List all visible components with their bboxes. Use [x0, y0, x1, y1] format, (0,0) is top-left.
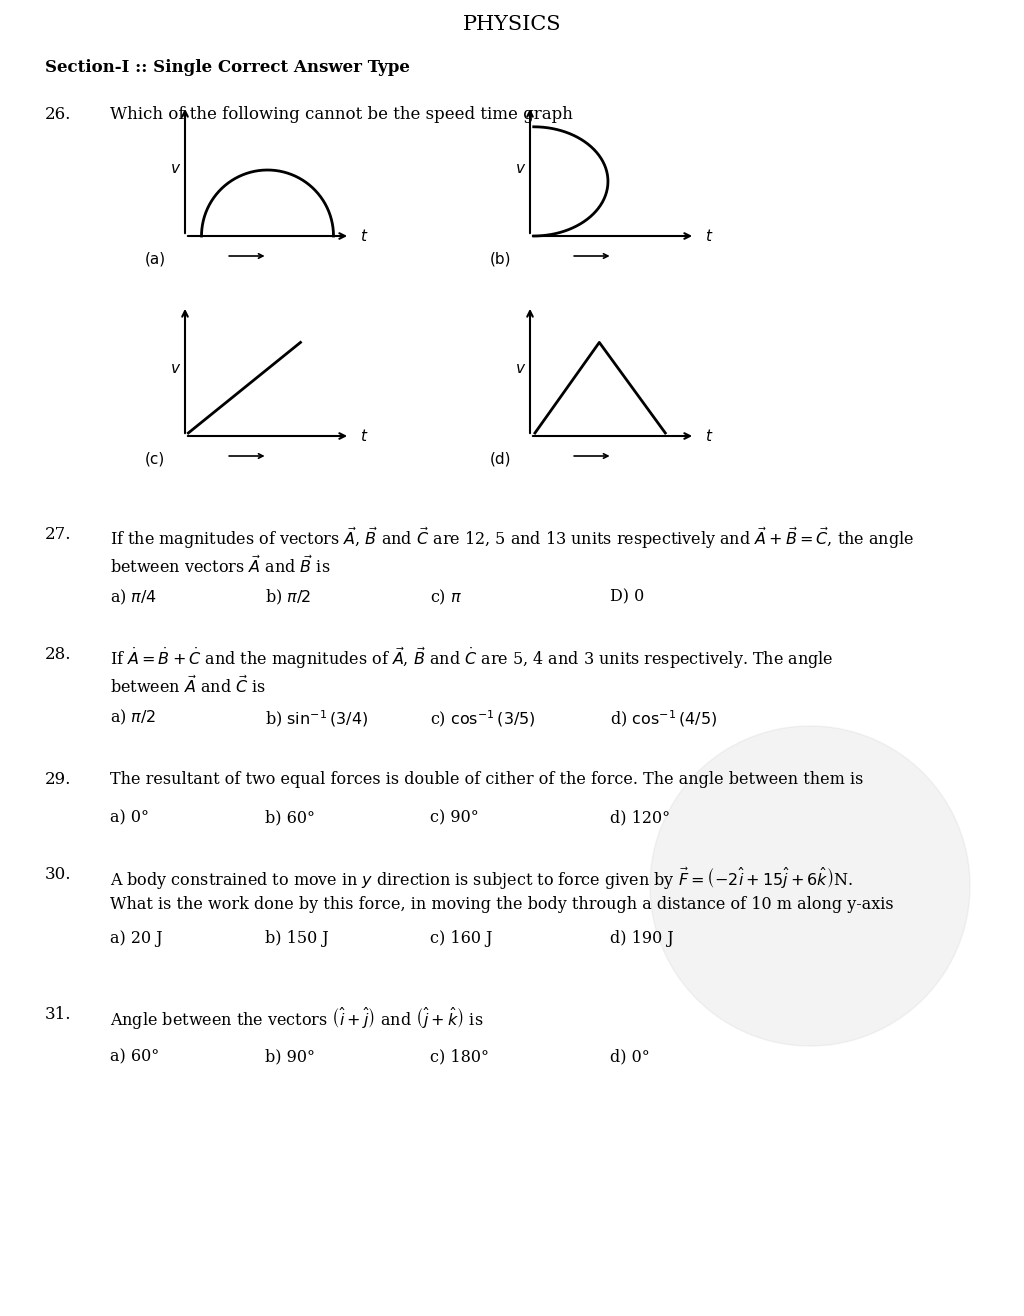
Text: between vectors $\vec{A}$ and $\vec{B}$ is: between vectors $\vec{A}$ and $\vec{B}$ … — [110, 555, 331, 578]
Text: (d): (d) — [490, 451, 512, 466]
Text: b) 150 J: b) 150 J — [265, 930, 329, 948]
Text: What is the work done by this force, in moving the body through a distance of 10: What is the work done by this force, in … — [110, 896, 894, 913]
Text: 30.: 30. — [45, 866, 72, 883]
Text: a) $\pi/4$: a) $\pi/4$ — [110, 588, 157, 607]
Text: b) 60°: b) 60° — [265, 809, 315, 826]
Text: b) 90°: b) 90° — [265, 1048, 315, 1065]
Text: 29.: 29. — [45, 771, 72, 788]
Circle shape — [650, 726, 970, 1046]
Text: A body constrained to move in $y$ direction is subject to force given by $\vec{F: A body constrained to move in $y$ direct… — [110, 866, 853, 892]
Text: $t$: $t$ — [360, 228, 369, 243]
Text: d) 0°: d) 0° — [610, 1048, 650, 1065]
Text: b) $\pi/2$: b) $\pi/2$ — [265, 588, 311, 607]
Text: The resultant of two equal forces is double of cither of the force. The angle be: The resultant of two equal forces is dou… — [110, 771, 863, 788]
Text: 26.: 26. — [45, 107, 72, 122]
Text: d) 190 J: d) 190 J — [610, 930, 674, 948]
Text: 27.: 27. — [45, 526, 72, 544]
Text: If $\dot{A}=\dot{B}+\dot{C}$ and the magnitudes of $\vec{A}$, $\vec{B}$ and $\do: If $\dot{A}=\dot{B}+\dot{C}$ and the mag… — [110, 646, 834, 671]
Text: a) 60°: a) 60° — [110, 1048, 160, 1065]
Text: $v$: $v$ — [515, 361, 526, 376]
Text: $t$: $t$ — [705, 228, 714, 243]
Text: (a): (a) — [145, 251, 166, 266]
Text: If the magnitudes of vectors $\vec{A}$, $\vec{B}$ and $\vec{C}$ are 12, 5 and 13: If the magnitudes of vectors $\vec{A}$, … — [110, 526, 914, 551]
Text: between $\vec{A}$ and $\vec{C}$ is: between $\vec{A}$ and $\vec{C}$ is — [110, 676, 266, 697]
Text: Section-I :: Single Correct Answer Type: Section-I :: Single Correct Answer Type — [45, 59, 410, 76]
Text: 31.: 31. — [45, 1005, 72, 1023]
Text: $v$: $v$ — [170, 161, 181, 176]
Text: d) 120°: d) 120° — [610, 809, 670, 826]
Text: c) $\cos^{-1}(3/5)$: c) $\cos^{-1}(3/5)$ — [430, 708, 536, 729]
Text: c) 180°: c) 180° — [430, 1048, 489, 1065]
Text: (b): (b) — [490, 251, 512, 266]
Text: $t$: $t$ — [705, 428, 714, 443]
Text: 28.: 28. — [45, 646, 72, 663]
Text: $t$: $t$ — [360, 428, 369, 443]
Text: a) $\pi/2$: a) $\pi/2$ — [110, 708, 156, 728]
Text: a) 20 J: a) 20 J — [110, 930, 163, 948]
Text: Angle between the vectors $\left(\hat{i}+\hat{j}\right)$ and $\left(\hat{j}+\hat: Angle between the vectors $\left(\hat{i}… — [110, 1005, 483, 1032]
Text: Which of the following cannot be the speed time graph: Which of the following cannot be the spe… — [110, 107, 572, 122]
Text: $v$: $v$ — [170, 361, 181, 376]
Text: a) 0°: a) 0° — [110, 809, 150, 826]
Text: c) 160 J: c) 160 J — [430, 930, 493, 948]
Text: (c): (c) — [145, 451, 165, 466]
Text: D) 0: D) 0 — [610, 588, 644, 605]
Text: b) $\sin^{-1}(3/4)$: b) $\sin^{-1}(3/4)$ — [265, 708, 368, 729]
Text: d) $\cos^{-1}(4/5)$: d) $\cos^{-1}(4/5)$ — [610, 708, 717, 729]
Text: $v$: $v$ — [515, 161, 526, 176]
Text: c) $\pi$: c) $\pi$ — [430, 588, 462, 607]
Text: c) 90°: c) 90° — [430, 809, 479, 826]
Text: PHYSICS: PHYSICS — [463, 14, 561, 33]
